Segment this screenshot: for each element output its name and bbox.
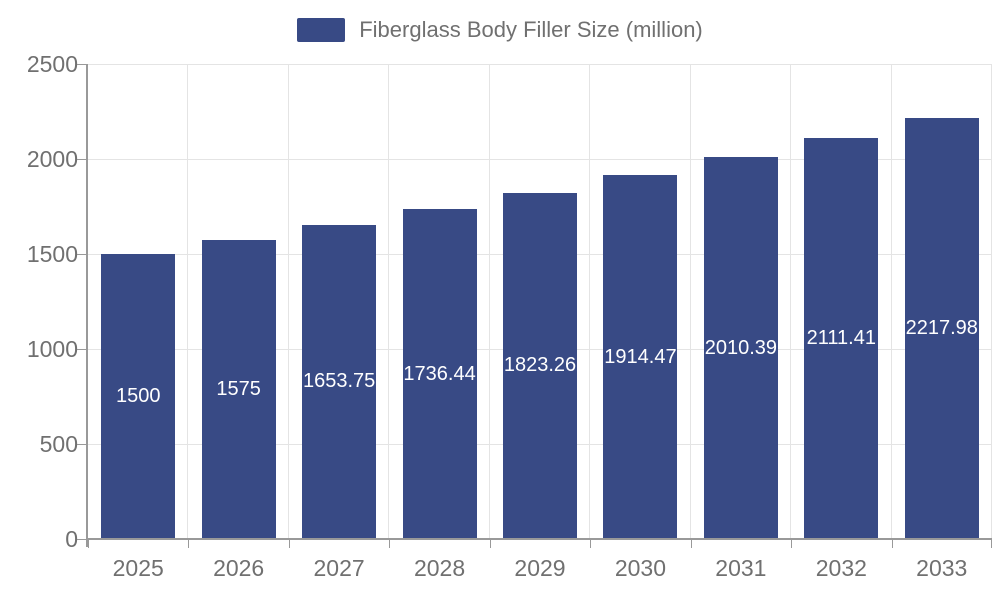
legend-item[interactable]: Fiberglass Body Filler Size (million) — [0, 17, 1000, 43]
x-axis-line — [86, 538, 992, 540]
x-tick-mark — [88, 540, 89, 548]
y-tick-label: 0 — [65, 526, 78, 552]
gridline-vertical — [589, 64, 591, 539]
x-tick-mark — [188, 540, 190, 548]
gridline-vertical — [187, 64, 189, 539]
bar: 1736.44 — [402, 209, 477, 539]
x-tick-label: 2032 — [815, 555, 867, 581]
x-tick-mark — [690, 540, 692, 548]
y-axis-line — [86, 64, 88, 547]
legend-swatch-icon — [297, 18, 346, 42]
gridline-horizontal — [88, 159, 992, 160]
y-tick-mark — [77, 349, 86, 350]
bar-value-label: 1575 — [216, 377, 261, 400]
gridline-horizontal — [88, 64, 992, 65]
x-tick-mark — [288, 540, 290, 548]
x-tick-label: 2031 — [715, 555, 767, 581]
bar: 2111.41 — [804, 137, 879, 539]
y-tick-label: 2000 — [26, 146, 78, 172]
bar: 1575 — [201, 239, 276, 539]
y-tick-label: 2500 — [26, 51, 78, 77]
x-tick-label: 2026 — [213, 555, 265, 581]
plot-area: 1500 1575 1653.75 1736.44 1823.26 1914.47 2010… — [77, 64, 992, 548]
y-tick-label: 1500 — [26, 241, 78, 267]
x-tick-label: 2027 — [313, 555, 365, 581]
gridline-vertical — [388, 64, 390, 539]
bar: 1823.26 — [503, 192, 577, 539]
gridline-vertical — [790, 64, 792, 539]
x-tick-mark — [991, 540, 992, 548]
bar-value-label: 2217.98 — [905, 316, 978, 339]
x-tick-mark — [389, 540, 391, 548]
bar-value-label: 1736.44 — [403, 362, 476, 385]
bar-value-label: 1500 — [115, 385, 161, 407]
gridline-vertical — [890, 64, 892, 539]
bar: 1653.75 — [302, 224, 377, 539]
bar-value-label: 1653.75 — [302, 370, 376, 393]
legend-label: Fiberglass Body Filler Size (million) — [359, 17, 703, 42]
gridline-vertical — [991, 64, 992, 539]
gridline-vertical — [287, 64, 289, 539]
bar-value-label: 1823.26 — [503, 354, 577, 377]
y-tick-mark — [77, 64, 86, 65]
gridline-vertical — [689, 64, 691, 539]
x-tick-mark — [590, 540, 592, 548]
bar: 1500 — [101, 254, 176, 539]
bar: 1914.47 — [603, 175, 678, 539]
x-tick-mark — [489, 540, 491, 548]
bar: 2010.39 — [703, 157, 778, 539]
x-tick-label: 2029 — [514, 555, 566, 581]
bar-value-label: 1914.47 — [604, 345, 677, 368]
bar: 2217.98 — [904, 117, 979, 539]
x-tick-mark — [791, 540, 793, 548]
x-tick-label: 2028 — [413, 555, 466, 581]
x-tick-mark — [891, 540, 893, 548]
y-tick-label: 1000 — [26, 336, 78, 362]
x-tick-label: 2025 — [112, 555, 164, 581]
x-tick-label: 2033 — [916, 555, 968, 581]
y-tick-mark — [77, 444, 86, 445]
gridline-vertical — [488, 64, 490, 539]
y-tick-mark — [77, 254, 86, 255]
x-tick-label: 2030 — [614, 555, 667, 581]
y-tick-mark — [77, 159, 86, 160]
bar-value-label: 2010.39 — [704, 336, 778, 359]
y-tick-label: 500 — [39, 431, 78, 457]
bar-value-label: 2111.41 — [806, 326, 876, 349]
y-tick-mark — [77, 539, 86, 540]
